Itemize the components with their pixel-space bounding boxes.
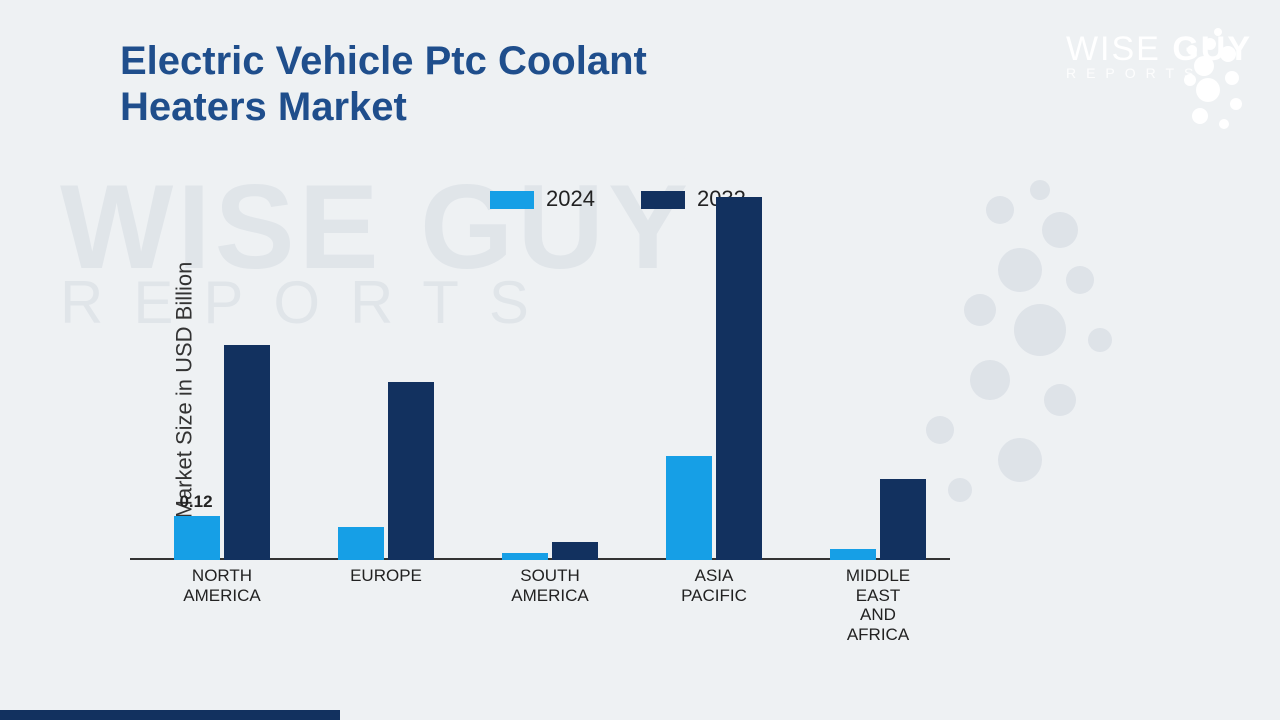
logo-line2: REPORTS [1066,65,1252,81]
bar-2032 [716,197,762,560]
bottom-accent-strip [0,710,340,720]
category-label: SOUTHAMERICA [480,566,620,605]
bar-2032 [388,382,434,560]
bar-2024 [830,549,876,560]
bar-2024 [502,553,548,560]
bar-2024 [174,516,220,560]
bar-2032 [224,345,270,560]
bar-2024 [666,456,712,560]
bar-chart: Market Size in USD Billion 0.12 NORTHAME… [60,170,960,610]
bar-2032 [552,542,598,561]
category-label: EUROPE [316,566,456,586]
logo-line1: WISE GUY [1066,30,1252,69]
category-label: ASIAPACIFIC [644,566,784,605]
logo-word-2: GUY [1172,30,1252,68]
chart-title: Electric Vehicle Ptc Coolant Heaters Mar… [120,38,740,130]
bar-2032 [880,479,926,560]
infographic-stage: WISE GUY REPORTS Electric Vehicle Ptc Co… [0,0,1280,720]
category-label: MIDDLEEASTANDAFRICA [808,566,948,644]
bar-value-label: 0.12 [166,492,226,512]
category-label: NORTHAMERICA [152,566,292,605]
bar-2024 [338,527,384,560]
logo-word-1: WISE [1066,30,1161,68]
chart-plot-area: 0.12 [130,190,950,560]
brand-logo: WISE GUY REPORTS [1066,30,1252,81]
